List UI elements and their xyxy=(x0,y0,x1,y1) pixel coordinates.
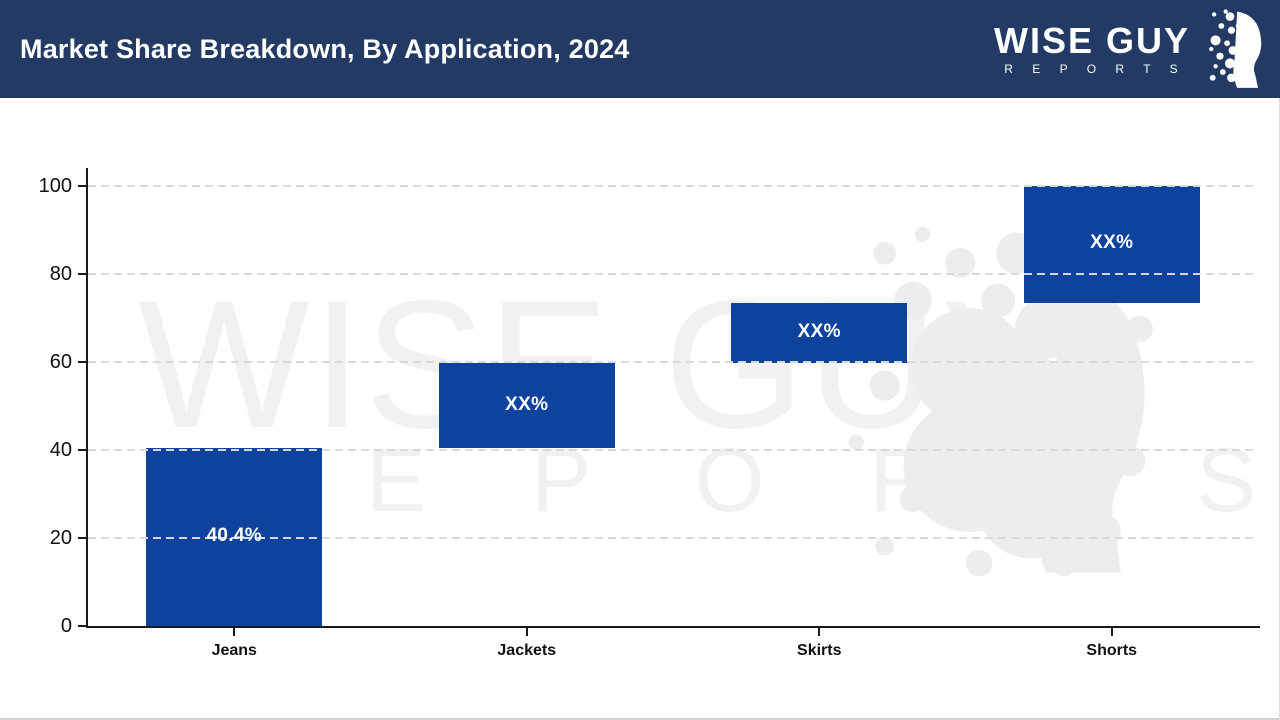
gridline-y20 xyxy=(88,537,1258,539)
watermark-face-icon xyxy=(848,223,1153,577)
x-tick-mark xyxy=(818,628,821,636)
x-axis-line xyxy=(86,626,1260,628)
logo-wordmark: WISE GUY R E P O R T S xyxy=(994,22,1190,76)
x-category-label: Jackets xyxy=(497,642,557,659)
y-tick-label: 40 xyxy=(49,439,72,461)
chart-canvas: WISE GUY R E P O R T S 40.4% Jeans XX% Jack… xyxy=(0,98,1280,718)
y-tick-mark xyxy=(78,273,86,275)
y-tick-mark xyxy=(78,537,86,539)
y-tick-label: 60 xyxy=(49,351,72,373)
x-category-label: Skirts xyxy=(797,642,842,659)
x-tick-mark xyxy=(233,628,236,636)
logo-wordmark-line1: WISE GUY xyxy=(993,20,1190,62)
x-tick-mark xyxy=(525,628,528,636)
y-tick-mark xyxy=(78,361,86,363)
logo: WISE GUY R E P O R T S xyxy=(994,5,1266,93)
bottom-border-line xyxy=(0,718,1280,720)
y-tick-label: 80 xyxy=(49,263,72,285)
page-title: Market Share Breakdown, By Application, … xyxy=(20,33,630,64)
gridline-y80 xyxy=(88,273,1258,275)
gridline-y40 xyxy=(88,449,1258,451)
x-category-label: Jeans xyxy=(211,642,257,659)
bar-value-label: 40.4% xyxy=(206,525,262,547)
x-category-label: Shorts xyxy=(1086,642,1138,659)
gridline-y60 xyxy=(88,361,1258,363)
y-tick-mark xyxy=(78,185,86,187)
waterfall-bar-jackets xyxy=(438,363,615,449)
y-tick-label: 100 xyxy=(38,175,72,197)
y-tick-mark xyxy=(78,625,86,627)
y-tick-label: 0 xyxy=(60,615,72,637)
y-tick-label: 20 xyxy=(49,527,72,549)
waterfall-bar-shorts xyxy=(1023,186,1200,303)
header-bar: Market Share Breakdown, By Application, … xyxy=(0,0,1280,98)
waterfall-bar-skirts xyxy=(731,302,908,364)
bar-value-label: XX% xyxy=(505,393,549,415)
logo-face-icon xyxy=(1209,9,1262,88)
bar-value-label: XX% xyxy=(1090,232,1134,254)
gridline-y100 xyxy=(88,185,1258,187)
waterfall-chart: 40.4% Jeans XX% Jackets XX% Skirts XX% Shorts 0 2… xyxy=(39,168,1260,659)
logo-wordmark-line2: R E P O R T S xyxy=(1004,61,1186,76)
x-tick-mark xyxy=(1110,628,1113,636)
bar-value-label: XX% xyxy=(797,320,841,342)
y-axis-line xyxy=(86,168,88,628)
y-tick-mark xyxy=(78,449,86,451)
